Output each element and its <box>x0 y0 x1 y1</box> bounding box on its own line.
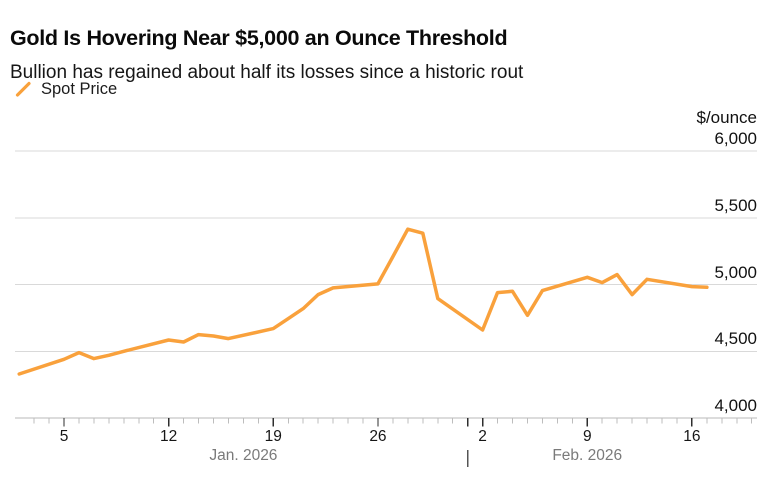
x-axis-tick-label: 2 <box>478 428 487 445</box>
y-axis-tick-label: 5,000 <box>714 262 757 282</box>
y-axis-tick-label: 4,000 <box>714 396 757 415</box>
x-axis-tick-label: 5 <box>59 428 69 445</box>
page-title: Gold Is Hovering Near $5,000 an Ounce Th… <box>10 26 508 51</box>
legend: Spot Price <box>15 80 117 99</box>
spot-price-line-swatch-icon <box>15 81 31 97</box>
month-label: Jan. 2026 <box>209 447 278 464</box>
x-axis-tick-label: 16 <box>683 428 701 445</box>
x-axis-tick-label: 19 <box>264 428 282 445</box>
x-axis-tick-label: 9 <box>582 428 592 445</box>
y-axis-tick-label: 5,500 <box>714 195 757 215</box>
y-axis-tick-label: 6,000 <box>714 129 757 149</box>
x-axis-tick-label: 12 <box>160 428 178 445</box>
month-label: Feb. 2026 <box>552 447 623 464</box>
spot-price-line <box>17 227 709 376</box>
chart-subtitle: Bullion has regained about half its loss… <box>10 62 524 83</box>
legend-label: Spot Price <box>41 80 118 98</box>
x-axis-tick-label: 26 <box>369 428 387 445</box>
y-axis-unit-label: $/ounce <box>696 108 758 128</box>
y-axis-tick-label: 4,500 <box>714 329 757 349</box>
